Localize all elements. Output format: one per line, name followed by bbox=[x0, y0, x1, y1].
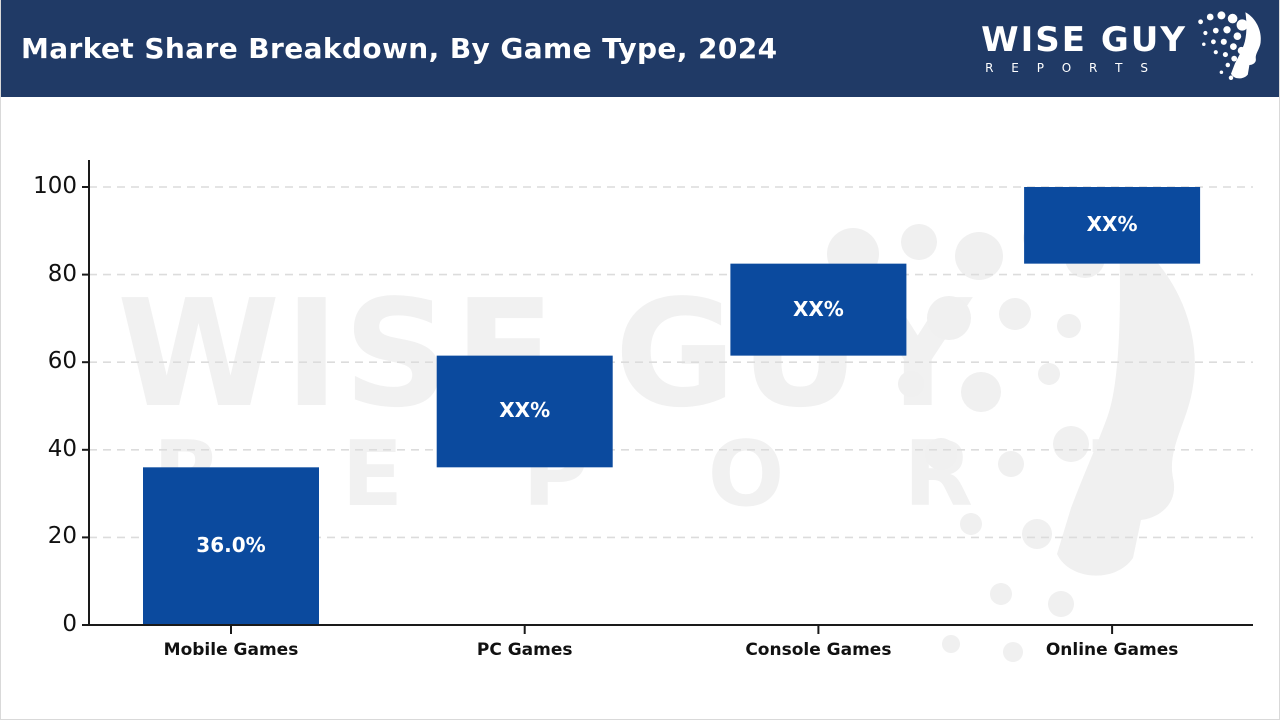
logo-name-text: WISE GUY bbox=[981, 19, 1187, 60]
bar-console-games bbox=[730, 263, 907, 356]
x-category-label-3: Online Games bbox=[1045, 640, 1179, 660]
bar-pc-games bbox=[436, 355, 613, 468]
y-tick-label-0: 0 bbox=[62, 611, 77, 637]
bar-online-games bbox=[1024, 187, 1201, 264]
bar-value-label-0: 36.0% bbox=[196, 533, 266, 558]
y-tick-label-60: 60 bbox=[47, 348, 77, 375]
header-bar: Market Share Breakdown, By Game Type, 20… bbox=[1, 0, 1279, 97]
bar-mobile-games bbox=[143, 467, 319, 625]
y-tick-label-100: 100 bbox=[33, 173, 77, 199]
x-category-label-1: PC Games bbox=[476, 640, 573, 660]
logo-sub-text: R E P O R T S bbox=[985, 60, 1155, 75]
bar-value-label-3: XX% bbox=[1086, 212, 1138, 237]
x-category-label-2: Console Games bbox=[745, 640, 892, 660]
y-tick-label-80: 80 bbox=[47, 260, 77, 287]
x-category-label-0: Mobile Games bbox=[163, 640, 299, 660]
y-tick-label-20: 20 bbox=[47, 523, 77, 550]
bar-value-label-2: XX% bbox=[792, 296, 844, 321]
wise-guy-reports-logo: WISE GUY R E P O R T S bbox=[981, 0, 1263, 97]
bar-value-label-1: XX% bbox=[499, 398, 551, 423]
logo-dotted-head-icon bbox=[1198, 10, 1261, 80]
logo-text: WISE GUY R E P O R T S bbox=[981, 23, 1187, 75]
page-title: Market Share Breakdown, By Game Type, 20… bbox=[21, 32, 778, 65]
y-tick-label-40: 40 bbox=[47, 435, 77, 462]
